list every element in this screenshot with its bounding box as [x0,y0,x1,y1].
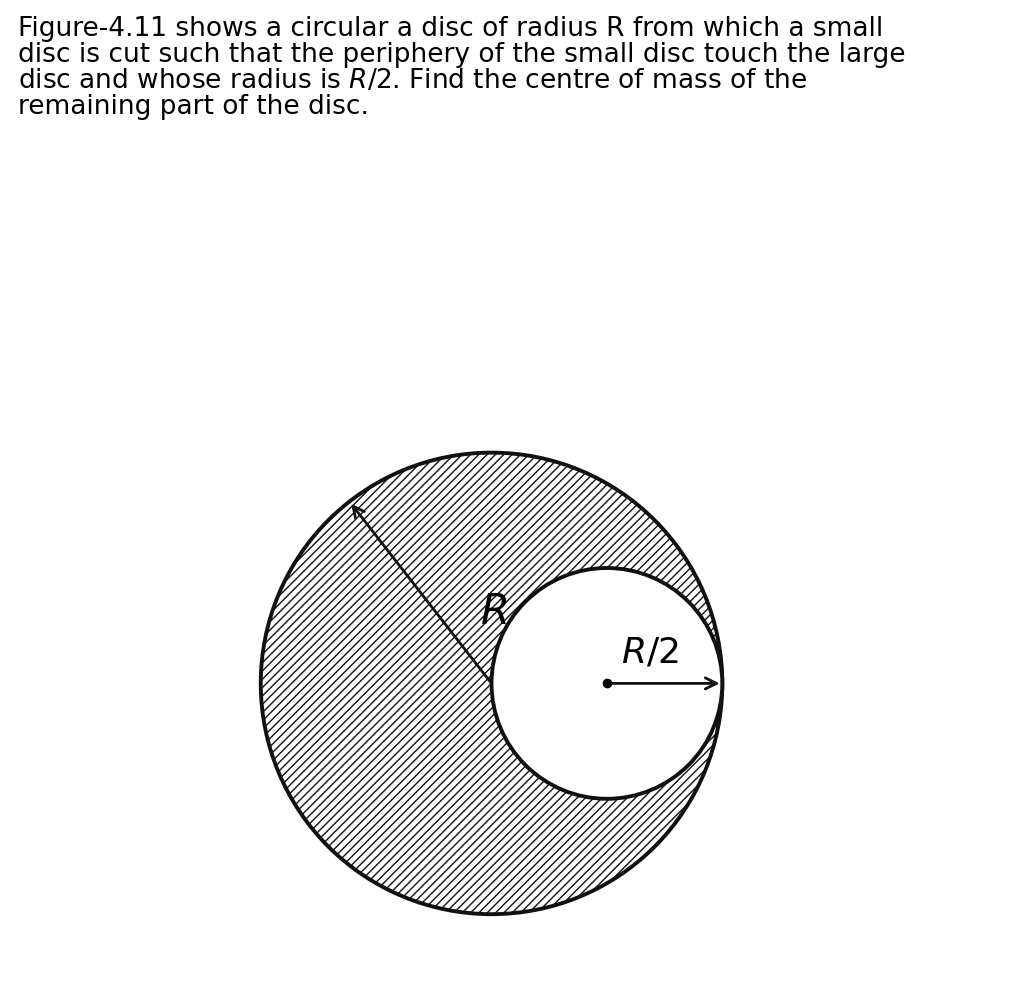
Text: $R$: $R$ [480,591,507,632]
Text: disc is cut such that the periphery of the small disc touch the large: disc is cut such that the periphery of t… [18,42,906,68]
Text: remaining part of the disc.: remaining part of the disc. [18,94,370,121]
Circle shape [261,452,722,915]
Circle shape [492,568,722,799]
Text: $R/2$: $R/2$ [621,635,678,669]
Text: Figure-4.11 shows a circular a disc of radius R from which a small: Figure-4.11 shows a circular a disc of r… [18,16,884,42]
Text: disc and whose radius is $R/2$. Find the centre of mass of the: disc and whose radius is $R/2$. Find the… [18,68,808,94]
